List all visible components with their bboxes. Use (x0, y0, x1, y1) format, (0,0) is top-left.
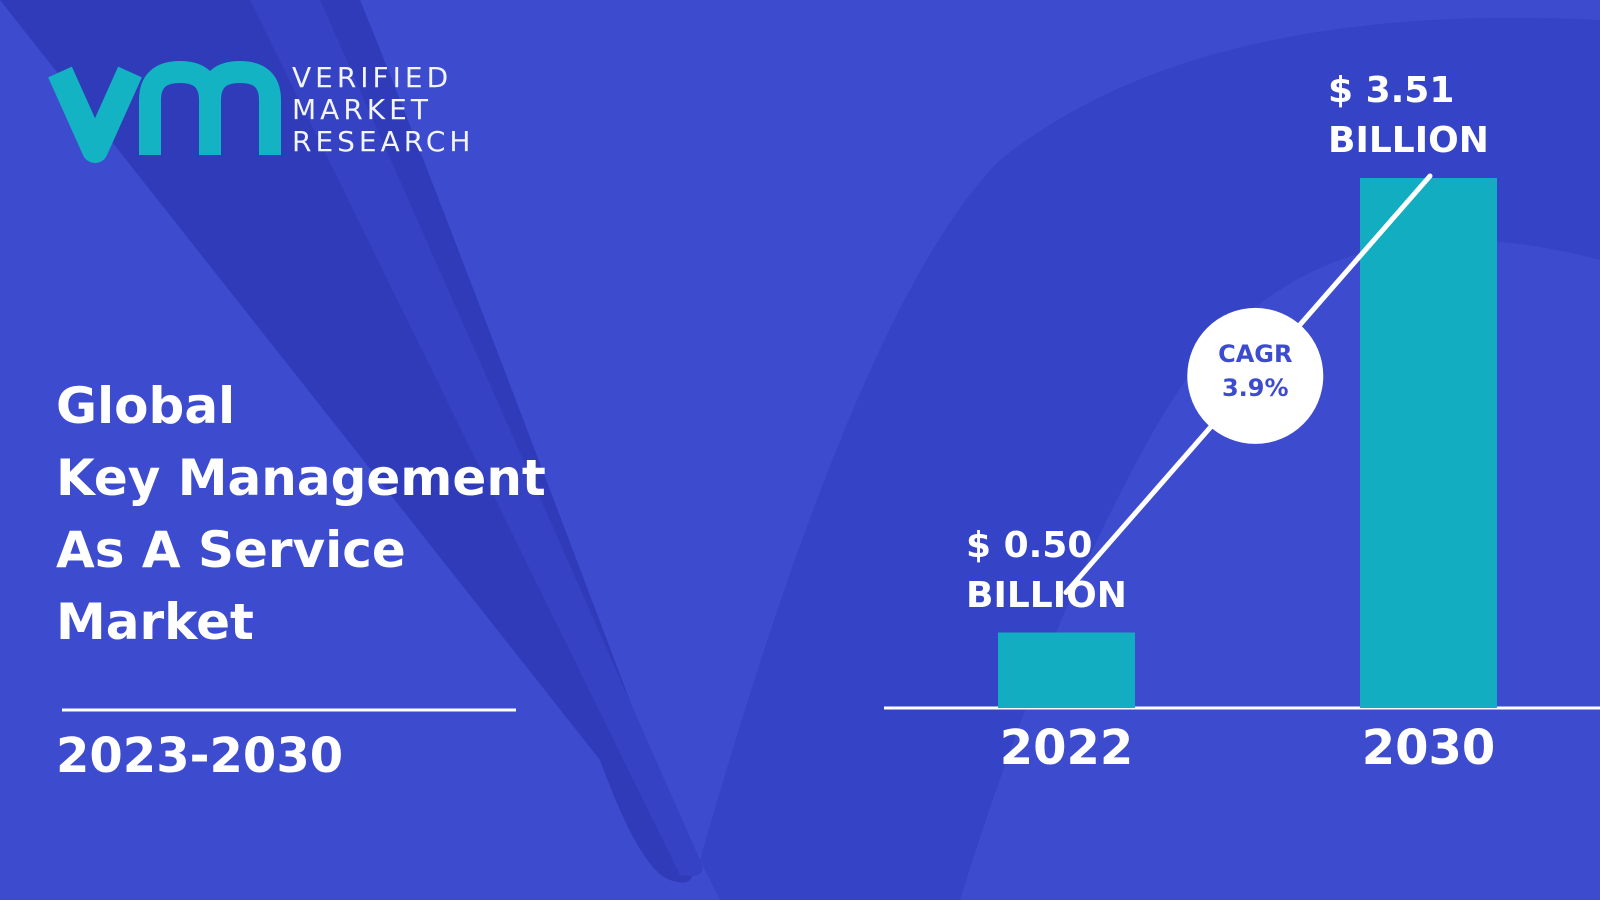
brand-text: VERIFIED (292, 61, 453, 94)
period: 2023-2030 (56, 728, 344, 784)
bar (1360, 178, 1497, 708)
x-tick-label: 2030 (1361, 720, 1496, 776)
logo (48, 60, 281, 163)
bg-shape (0, 0, 703, 876)
brand-text: RESEARCH (292, 125, 475, 158)
title-line: Market (56, 593, 254, 651)
title-line: As A Service (56, 521, 406, 579)
x-tick-label: 2022 (999, 720, 1134, 776)
cagr-label: CAGR (1218, 339, 1293, 368)
chart (884, 173, 1600, 710)
title-line: Global (56, 377, 236, 435)
bar (998, 632, 1135, 708)
cagr-circle (1187, 307, 1324, 444)
title-line: Key Management (56, 449, 546, 507)
brand-text: MARKET (292, 93, 432, 126)
value-label: $ 3.51 BILLION (1328, 70, 1489, 161)
cagr-value: 3.9% (1221, 373, 1289, 402)
value-label: $ 0.50 BILLION (966, 524, 1127, 616)
